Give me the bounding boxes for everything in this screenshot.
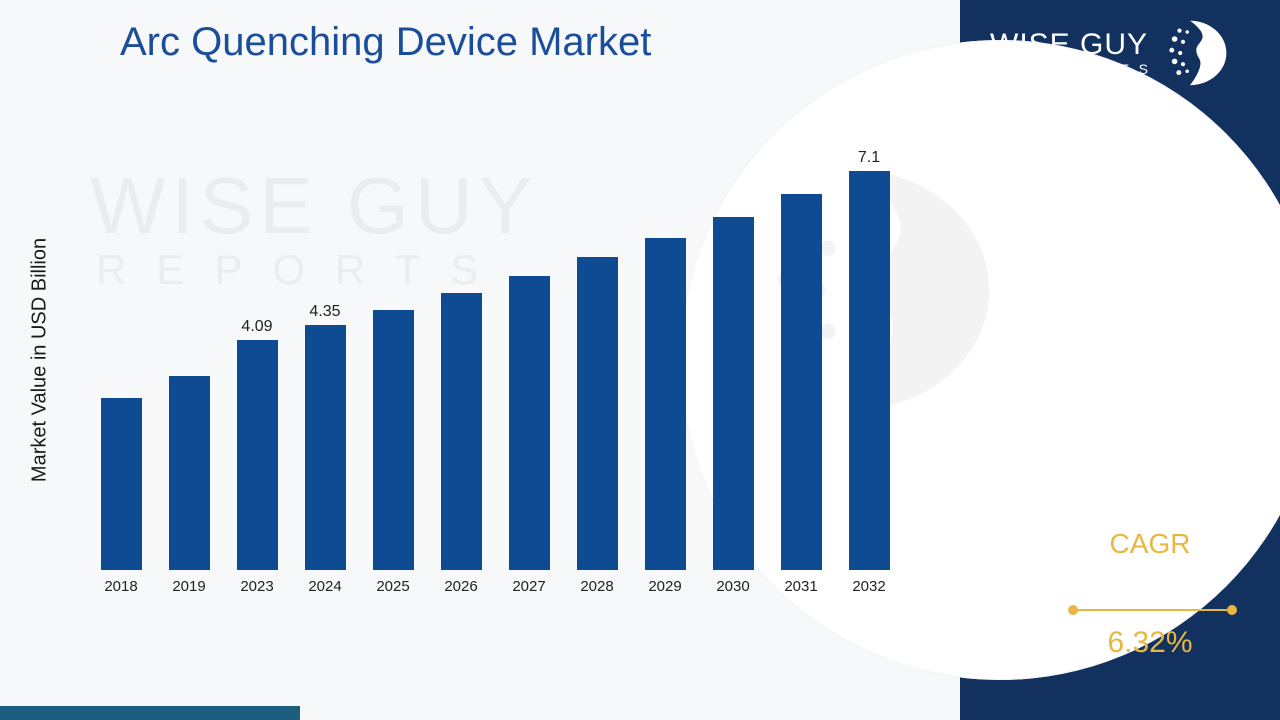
bar — [509, 276, 550, 570]
chart: Market Value in USD Billion WISE GUY REP… — [60, 120, 900, 600]
bar — [101, 398, 142, 570]
bar — [305, 325, 346, 570]
stage: WISE GUY REPORTS CAGR (2019-2032) 6.3 — [0, 0, 1280, 720]
x-tick-label: 2028 — [572, 574, 622, 600]
cagr-label: CAGR — [1020, 528, 1280, 560]
x-tick-label: 2023 — [232, 574, 282, 600]
cagr-period: (2019-2032) — [1020, 562, 1280, 588]
x-tick-label: 2019 — [164, 574, 214, 600]
x-tick-label: 2029 — [640, 574, 690, 600]
bar — [237, 340, 278, 570]
cagr-divider — [1065, 602, 1235, 618]
bottom-strip — [0, 706, 300, 720]
x-tick-label: 2031 — [776, 574, 826, 600]
bar — [849, 171, 890, 570]
brand-logo-text: WISE GUY REPORTS — [990, 30, 1148, 76]
x-tick-label: 2030 — [708, 574, 758, 600]
bar — [645, 238, 686, 570]
x-tick-label: 2018 — [96, 574, 146, 600]
x-ticks: 2018 2019 2023 2024 2025 2026 2027 2028 2029 2030… — [90, 574, 900, 600]
brand-logo-line2: REPORTS — [990, 62, 1158, 76]
bar-col — [640, 238, 690, 570]
x-tick-label: 2032 — [844, 574, 894, 600]
bar-col — [368, 310, 418, 570]
x-tick-label: 2027 — [504, 574, 554, 600]
brand-logo: WISE GUY REPORTS — [990, 18, 1250, 88]
bar-col: 4.35 — [300, 325, 350, 570]
bar-col — [504, 276, 554, 570]
bar — [781, 194, 822, 570]
chart-title: Arc Quenching Device Market — [120, 20, 651, 65]
y-axis-label: Market Value in USD Billion — [29, 238, 52, 482]
bar — [373, 310, 414, 570]
bar-col — [436, 293, 486, 570]
cagr-divider-dot-left — [1068, 605, 1078, 615]
x-tick-label: 2024 — [300, 574, 350, 600]
bar-col — [96, 398, 146, 570]
bar — [713, 217, 754, 570]
bar-col — [572, 257, 622, 570]
bars-container: 4.09 4.35 7.1 — [90, 120, 900, 570]
bar-col: 7.1 — [844, 171, 894, 570]
x-tick-label: 2025 — [368, 574, 418, 600]
bar-value-label: 4.09 — [241, 318, 272, 336]
plot-area: 4.09 4.35 7.1 — [90, 120, 900, 570]
bar — [577, 257, 618, 570]
bar-value-label: 7.1 — [858, 149, 880, 167]
brand-logo-mark — [1162, 18, 1232, 88]
bar-value-label: 4.35 — [309, 303, 340, 321]
bar — [441, 293, 482, 570]
bar-col: 4.09 — [232, 340, 282, 570]
bar — [169, 376, 210, 570]
cagr-block: CAGR (2019-2032) 6.32% — [1020, 528, 1280, 660]
brand-logo-line1: WISE GUY — [990, 30, 1148, 60]
bar-col — [776, 194, 826, 570]
bar-col — [164, 376, 214, 570]
x-tick-label: 2026 — [436, 574, 486, 600]
cagr-value: 6.32% — [1020, 626, 1280, 660]
cagr-divider-dot-right — [1227, 605, 1237, 615]
bar-col — [708, 217, 758, 570]
